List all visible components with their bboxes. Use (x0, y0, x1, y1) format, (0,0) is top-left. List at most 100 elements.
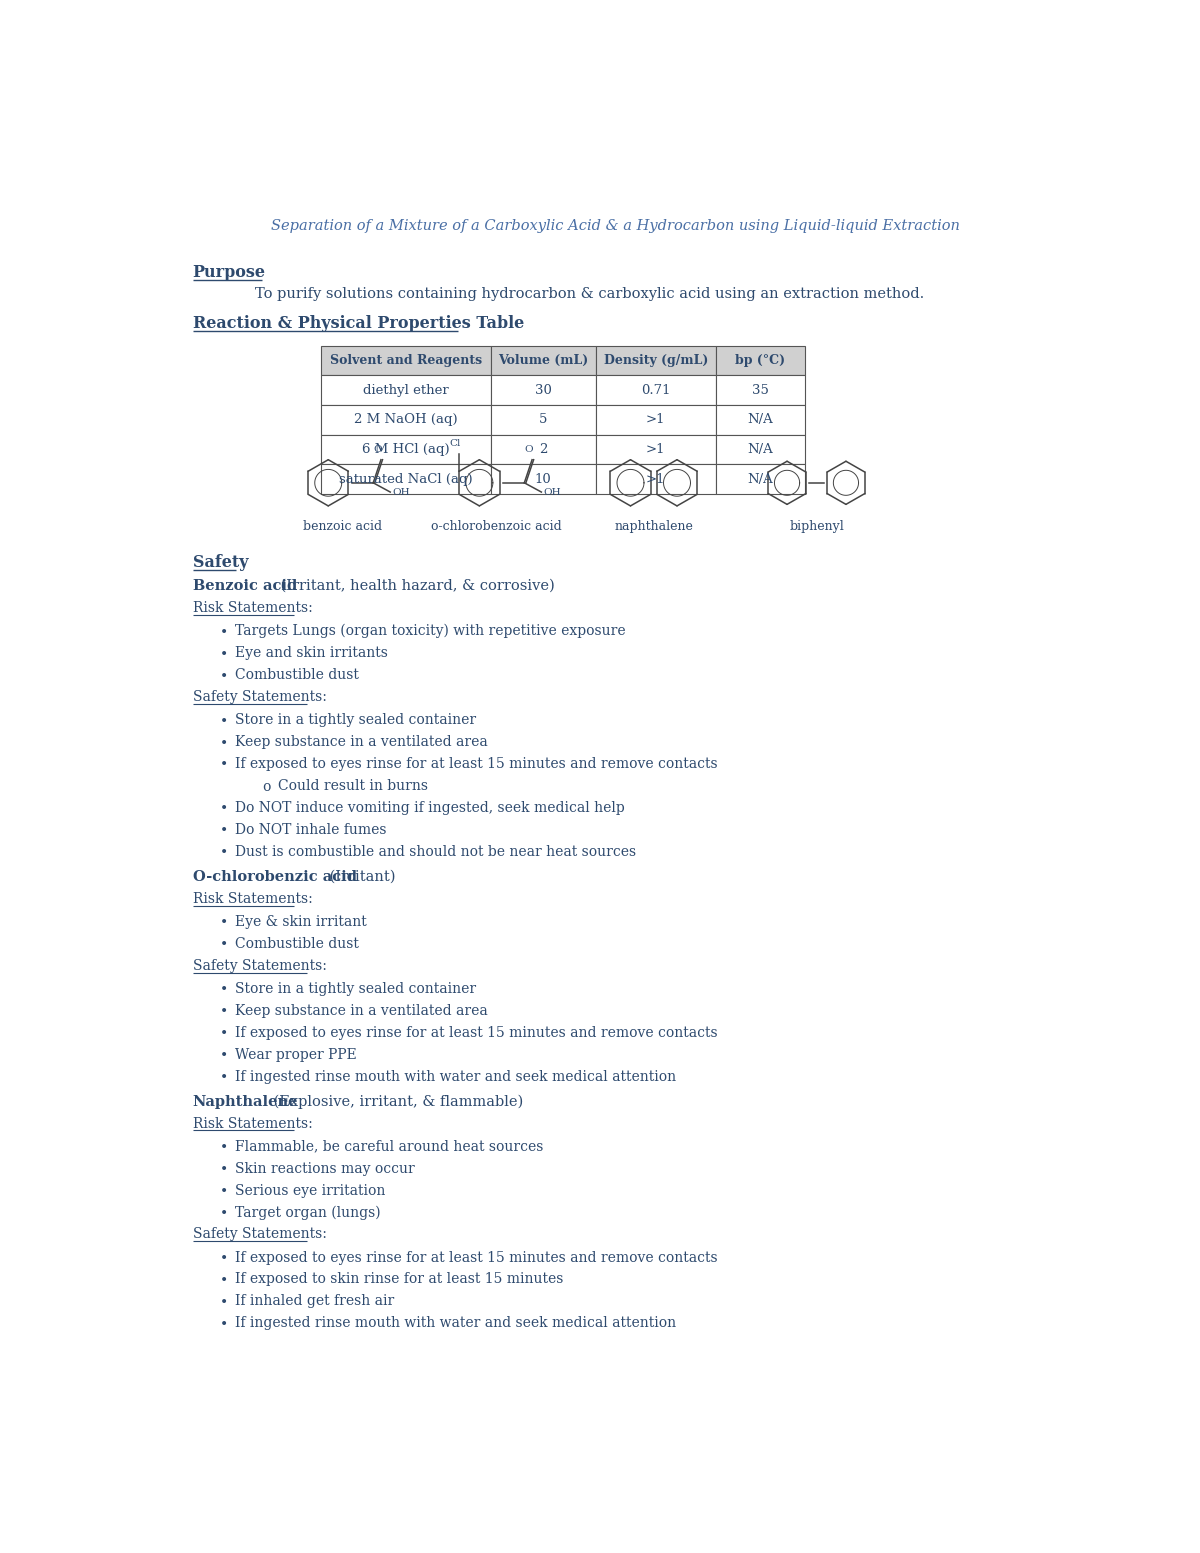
Text: If ingested rinse mouth with water and seek medical attention: If ingested rinse mouth with water and s… (235, 1317, 677, 1331)
Text: >1: >1 (646, 443, 666, 457)
Polygon shape (715, 435, 805, 464)
Polygon shape (595, 464, 715, 494)
Text: Serious eye irritation: Serious eye irritation (235, 1183, 385, 1197)
Text: Risk Statements:: Risk Statements: (193, 891, 312, 905)
Text: Benzoic acid: Benzoic acid (193, 579, 296, 593)
Text: •: • (220, 736, 228, 750)
Text: (Irritant, health hazard, & corrosive): (Irritant, health hazard, & corrosive) (276, 579, 556, 593)
Text: benzoic acid: benzoic acid (302, 520, 382, 533)
Text: Combustible dust: Combustible dust (235, 668, 359, 682)
Text: O: O (373, 444, 382, 453)
Text: Safety Statements:: Safety Statements: (193, 958, 326, 972)
Text: Target organ (lungs): Target organ (lungs) (235, 1205, 380, 1219)
Polygon shape (715, 405, 805, 435)
Text: 6 M HCl (aq): 6 M HCl (aq) (362, 443, 450, 457)
Text: Store in a tightly sealed container: Store in a tightly sealed container (235, 713, 476, 727)
Polygon shape (320, 346, 491, 376)
Text: Targets Lungs (organ toxicity) with repetitive exposure: Targets Lungs (organ toxicity) with repe… (235, 624, 626, 638)
Text: Dust is combustible and should not be near heat sources: Dust is combustible and should not be ne… (235, 845, 636, 859)
Polygon shape (595, 346, 715, 376)
Text: •: • (220, 1295, 228, 1309)
Text: •: • (220, 1185, 228, 1199)
Text: •: • (220, 1027, 228, 1041)
Text: Density (g/mL): Density (g/mL) (604, 354, 708, 367)
Text: N/A: N/A (748, 443, 773, 457)
Text: OH: OH (544, 488, 562, 497)
Text: saturated NaCl (aq): saturated NaCl (aq) (338, 472, 473, 486)
Text: Eye & skin irritant: Eye & skin irritant (235, 915, 367, 929)
Text: O: O (524, 444, 533, 453)
Text: biphenyl: biphenyl (790, 520, 844, 533)
Text: o: o (263, 781, 271, 795)
Polygon shape (491, 464, 595, 494)
Text: Solvent and Reagents: Solvent and Reagents (330, 354, 482, 367)
Text: To purify solutions containing hydrocarbon & carboxylic acid using an extraction: To purify solutions containing hydrocarb… (254, 287, 924, 301)
Text: Separation of a Mixture of a Carboxylic Acid & a Hydrocarbon using Liquid-liquid: Separation of a Mixture of a Carboxylic … (270, 219, 960, 233)
Text: •: • (220, 938, 228, 952)
Text: 2: 2 (539, 443, 547, 457)
Text: •: • (220, 983, 228, 997)
Text: o-chlorobenzoic acid: o-chlorobenzoic acid (431, 520, 562, 533)
Text: Purpose: Purpose (193, 264, 265, 281)
Text: •: • (220, 1252, 228, 1266)
Text: Store in a tightly sealed container: Store in a tightly sealed container (235, 981, 476, 995)
Text: •: • (220, 1141, 228, 1155)
Text: O-chlorobenzic acid: O-chlorobenzic acid (193, 870, 356, 884)
Text: If exposed to skin rinse for at least 15 minutes: If exposed to skin rinse for at least 15… (235, 1272, 564, 1286)
Polygon shape (595, 405, 715, 435)
Text: 10: 10 (535, 472, 552, 486)
Text: •: • (220, 1318, 228, 1332)
Polygon shape (491, 435, 595, 464)
Polygon shape (595, 376, 715, 405)
Text: Safety Statements:: Safety Statements: (193, 1227, 326, 1241)
Text: Eye and skin irritants: Eye and skin irritants (235, 646, 388, 660)
Text: 2 M NaOH (aq): 2 M NaOH (aq) (354, 413, 457, 427)
Polygon shape (320, 376, 491, 405)
Text: Keep substance in a ventilated area: Keep substance in a ventilated area (235, 1003, 488, 1017)
Text: If exposed to eyes rinse for at least 15 minutes and remove contacts: If exposed to eyes rinse for at least 15… (235, 756, 718, 770)
Text: Volume (mL): Volume (mL) (498, 354, 588, 367)
Polygon shape (320, 405, 491, 435)
Text: •: • (220, 626, 228, 640)
Text: If exposed to eyes rinse for at least 15 minutes and remove contacts: If exposed to eyes rinse for at least 15… (235, 1025, 718, 1039)
Text: >1: >1 (646, 472, 666, 486)
Text: N/A: N/A (748, 472, 773, 486)
Text: Flammable, be careful around heat sources: Flammable, be careful around heat source… (235, 1140, 544, 1154)
Text: •: • (220, 916, 228, 930)
Text: •: • (220, 803, 228, 817)
Text: •: • (220, 1207, 228, 1221)
Text: •: • (220, 669, 228, 683)
Polygon shape (320, 435, 491, 464)
Text: (Irritant): (Irritant) (325, 870, 396, 884)
Polygon shape (715, 376, 805, 405)
Text: Naphthalene: Naphthalene (193, 1095, 298, 1109)
Text: >1: >1 (646, 413, 666, 427)
Text: •: • (220, 825, 228, 839)
Text: Cl: Cl (450, 439, 461, 449)
Text: 0.71: 0.71 (641, 384, 671, 396)
Text: •: • (220, 1050, 228, 1064)
Text: 35: 35 (752, 384, 769, 396)
Text: diethyl ether: diethyl ether (362, 384, 449, 396)
Text: Could result in burns: Could result in burns (278, 780, 428, 794)
Polygon shape (715, 346, 805, 376)
Text: •: • (220, 1273, 228, 1287)
Polygon shape (715, 464, 805, 494)
Text: 30: 30 (535, 384, 552, 396)
Text: naphthalene: naphthalene (614, 520, 694, 533)
Text: •: • (220, 1072, 228, 1086)
Text: Skin reactions may occur: Skin reactions may occur (235, 1162, 415, 1176)
Text: If inhaled get fresh air: If inhaled get fresh air (235, 1294, 395, 1308)
Text: •: • (220, 1163, 228, 1177)
Text: •: • (220, 758, 228, 772)
Polygon shape (491, 346, 595, 376)
Text: Safety: Safety (193, 554, 248, 570)
Polygon shape (491, 376, 595, 405)
Text: Do NOT induce vomiting if ingested, seek medical help: Do NOT induce vomiting if ingested, seek… (235, 801, 625, 815)
Text: Reaction & Physical Properties Table: Reaction & Physical Properties Table (193, 315, 524, 332)
Text: •: • (220, 714, 228, 728)
Text: •: • (220, 846, 228, 860)
Text: •: • (220, 1005, 228, 1019)
Polygon shape (595, 435, 715, 464)
Text: N/A: N/A (748, 413, 773, 427)
